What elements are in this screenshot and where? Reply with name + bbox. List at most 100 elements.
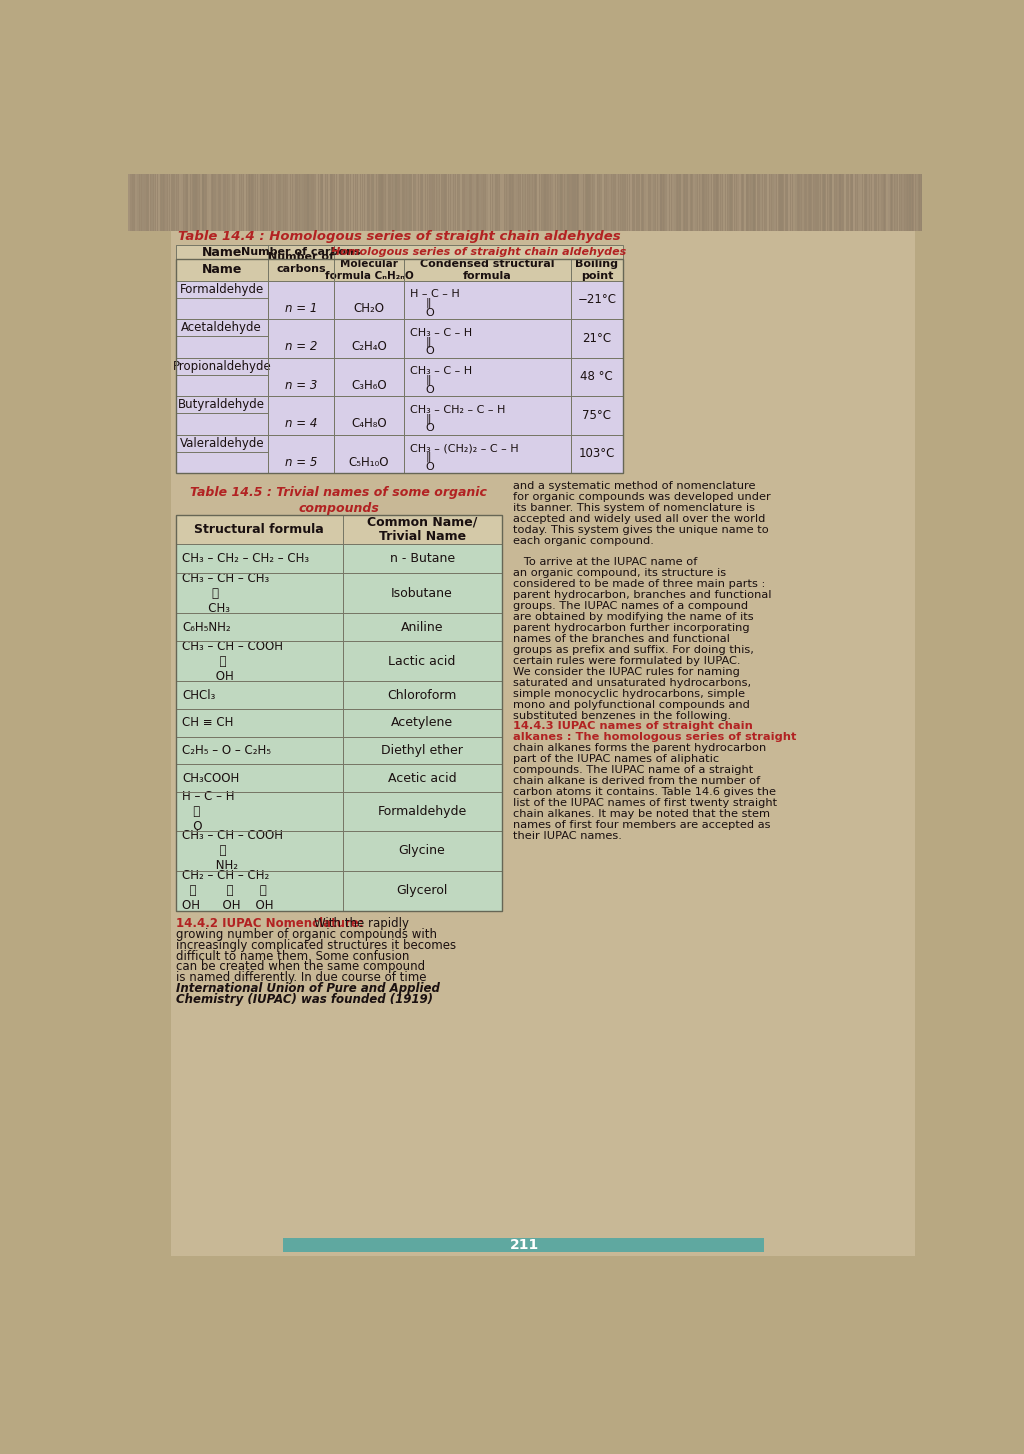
Text: groups as prefix and suffix. For doing this,: groups as prefix and suffix. For doing t…	[513, 646, 754, 654]
Text: Chemistry (IUPAC) was founded (1919): Chemistry (IUPAC) was founded (1919)	[176, 993, 433, 1006]
Bar	[245, 174, 246, 231]
Bar	[225, 174, 227, 231]
Bar	[888, 174, 890, 231]
Bar	[343, 737, 502, 765]
Bar	[176, 710, 343, 737]
Bar	[679, 174, 681, 231]
Bar	[334, 435, 403, 473]
Bar	[761, 174, 762, 231]
Bar	[205, 174, 206, 231]
Bar	[677, 174, 678, 231]
Bar	[176, 641, 343, 680]
Bar	[176, 320, 267, 336]
Bar	[512, 174, 513, 231]
Bar	[456, 174, 458, 231]
Bar	[465, 174, 467, 231]
Bar	[276, 174, 279, 231]
Bar	[786, 174, 787, 231]
Bar	[549, 174, 550, 231]
Bar	[488, 174, 489, 231]
Bar	[611, 174, 613, 231]
Bar	[403, 435, 570, 473]
Bar	[410, 174, 411, 231]
Bar	[174, 174, 176, 231]
Bar	[446, 174, 449, 231]
Text: C₆H₅NH₂: C₆H₅NH₂	[182, 621, 230, 634]
Text: considered to be made of three main parts :: considered to be made of three main part…	[513, 579, 766, 589]
Text: Number of carbons: Number of carbons	[241, 247, 360, 257]
Text: ‖
O: ‖ O	[426, 452, 434, 471]
Bar	[781, 174, 783, 231]
Bar	[334, 320, 403, 358]
Bar	[721, 174, 722, 231]
Bar	[569, 174, 571, 231]
Bar	[570, 281, 624, 320]
Bar	[249, 174, 251, 231]
Bar	[840, 174, 841, 231]
Bar	[560, 174, 562, 231]
Bar	[849, 174, 850, 231]
Text: C₃H₆O: C₃H₆O	[351, 379, 387, 393]
Bar	[316, 174, 317, 231]
Bar	[716, 174, 718, 231]
Bar	[538, 174, 539, 231]
Bar	[200, 174, 202, 231]
Bar	[289, 174, 290, 231]
Text: chain alkane is derived from the number of: chain alkane is derived from the number …	[513, 776, 761, 787]
Bar	[176, 246, 624, 259]
Bar	[324, 174, 325, 231]
Bar	[754, 174, 755, 231]
Bar	[869, 174, 871, 231]
Bar	[847, 174, 848, 231]
Bar	[263, 174, 264, 231]
Bar	[726, 174, 727, 231]
Bar	[523, 174, 524, 231]
Text: To arrive at the IUPAC name of: To arrive at the IUPAC name of	[513, 557, 697, 567]
Bar	[368, 174, 369, 231]
Bar	[435, 174, 436, 231]
Bar	[375, 174, 376, 231]
Text: C₄H₈O: C₄H₈O	[351, 417, 387, 430]
Bar	[710, 174, 711, 231]
Bar	[343, 515, 502, 544]
Bar	[307, 174, 308, 231]
Bar	[802, 174, 804, 231]
Bar	[267, 435, 334, 473]
Bar	[428, 174, 429, 231]
Bar	[267, 320, 334, 358]
Bar	[351, 174, 352, 231]
Bar	[862, 174, 864, 231]
Bar	[251, 174, 253, 231]
Text: parent hydrocarbon further incorporating: parent hydrocarbon further incorporating	[513, 624, 750, 632]
Bar	[851, 174, 853, 231]
Bar	[194, 174, 195, 231]
Bar	[665, 174, 667, 231]
Bar	[628, 174, 630, 231]
Bar	[454, 174, 455, 231]
Bar	[690, 174, 692, 231]
Bar	[853, 174, 855, 231]
Bar	[176, 680, 343, 710]
Bar	[732, 174, 734, 231]
Bar	[176, 452, 267, 473]
Bar	[258, 174, 260, 231]
Bar	[470, 174, 471, 231]
Bar	[591, 174, 592, 231]
Text: Molecular
formula CₙH₂ₙO: Molecular formula CₙH₂ₙO	[325, 259, 414, 281]
Bar	[751, 174, 753, 231]
Bar	[260, 174, 262, 231]
Bar	[335, 174, 337, 231]
Bar	[604, 174, 606, 231]
Bar	[293, 174, 295, 231]
Bar	[198, 174, 200, 231]
Bar	[403, 281, 570, 320]
Bar	[635, 174, 636, 231]
Bar	[280, 174, 281, 231]
Text: Glycerol: Glycerol	[396, 884, 447, 897]
Bar	[176, 397, 267, 413]
Text: n = 3: n = 3	[285, 379, 317, 393]
Bar	[563, 174, 564, 231]
Bar	[640, 174, 641, 231]
Text: 14.4.2 IUPAC Nomenclature:: 14.4.2 IUPAC Nomenclature:	[176, 917, 368, 929]
Text: saturated and unsaturated hydrocarbons,: saturated and unsaturated hydrocarbons,	[513, 678, 752, 688]
